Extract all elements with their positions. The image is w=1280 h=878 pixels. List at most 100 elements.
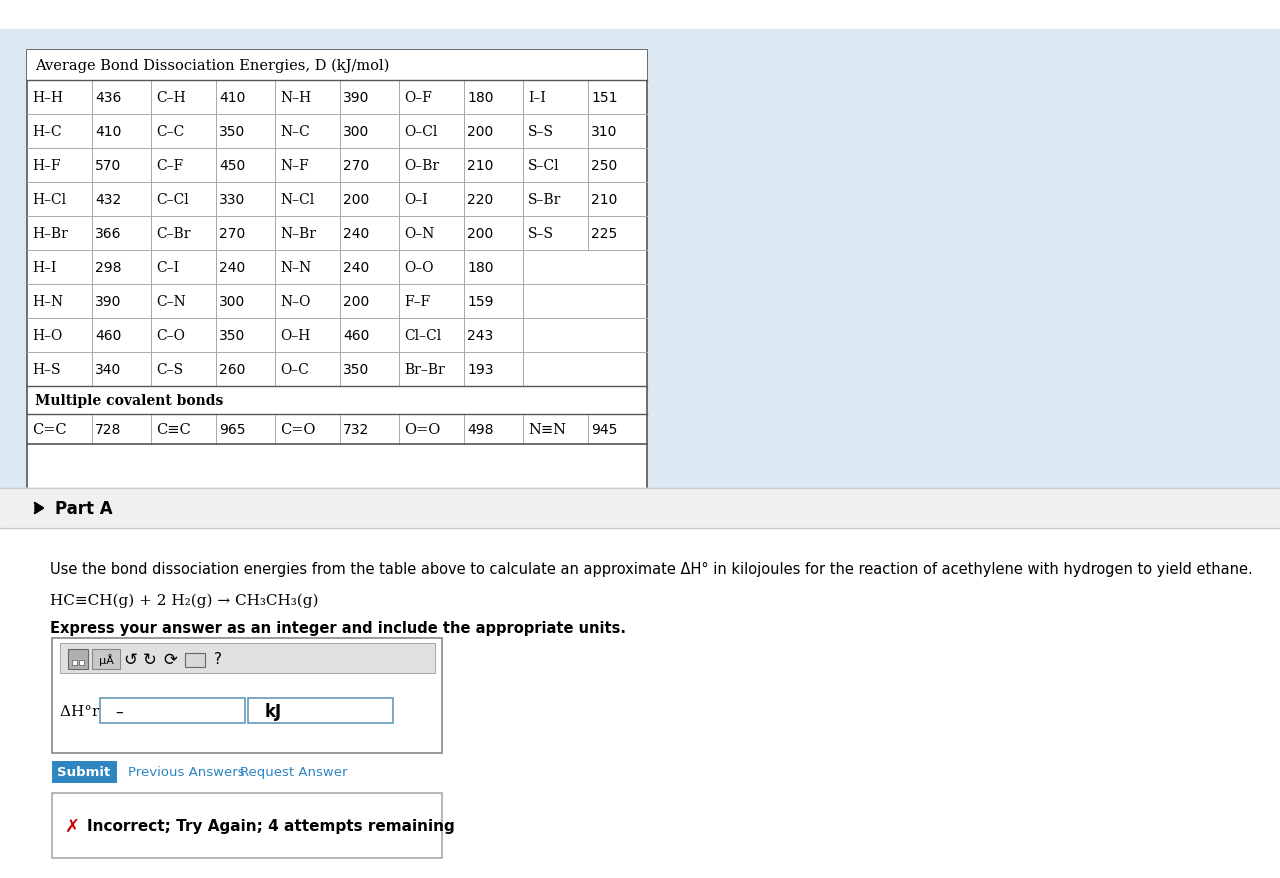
Text: C–S: C–S: [156, 363, 183, 377]
Text: 390: 390: [343, 91, 370, 104]
Text: 243: 243: [467, 328, 493, 342]
Text: C≡C: C≡C: [156, 422, 191, 436]
Text: Submit: Submit: [58, 766, 110, 779]
Text: 330: 330: [219, 193, 246, 206]
Text: ↺: ↺: [123, 651, 137, 668]
Bar: [52, 793, 442, 858]
Text: 240: 240: [343, 261, 369, 275]
Text: 350: 350: [343, 363, 369, 377]
Text: Average Bond Dissociation Energies, D (kJ/mol): Average Bond Dissociation Energies, D (k…: [35, 59, 389, 73]
Text: ?: ?: [214, 651, 221, 666]
Text: C–Br: C–Br: [156, 227, 191, 241]
Text: 460: 460: [343, 328, 370, 342]
Text: C–N: C–N: [156, 295, 186, 309]
Text: C–O: C–O: [156, 328, 184, 342]
Text: 200: 200: [343, 193, 369, 206]
Text: 270: 270: [219, 227, 246, 241]
Text: 180: 180: [467, 261, 494, 275]
Text: 410: 410: [219, 91, 246, 104]
Text: 945: 945: [591, 422, 617, 436]
Text: H–S: H–S: [32, 363, 60, 377]
Bar: [60, 644, 435, 673]
Text: 390: 390: [95, 295, 122, 309]
Text: 300: 300: [219, 295, 246, 309]
Bar: [0, 488, 1280, 529]
Text: 210: 210: [467, 159, 493, 173]
Text: H–Cl: H–Cl: [32, 193, 67, 206]
Text: I–I: I–I: [529, 91, 545, 104]
Text: N–O: N–O: [280, 295, 310, 309]
Text: O–Cl: O–Cl: [404, 125, 438, 139]
Text: H–Br: H–Br: [32, 227, 68, 241]
Text: 350: 350: [219, 125, 246, 139]
Text: 260: 260: [219, 363, 246, 377]
Text: H–O: H–O: [32, 328, 63, 342]
Text: 200: 200: [343, 295, 369, 309]
Text: C–I: C–I: [156, 261, 179, 275]
Text: H–H: H–H: [32, 91, 63, 104]
Text: 270: 270: [343, 159, 369, 173]
Text: Incorrect; Try Again; 4 attempts remaining: Incorrect; Try Again; 4 attempts remaini…: [87, 818, 454, 833]
Text: –: –: [115, 703, 123, 719]
Text: S–Br: S–Br: [529, 193, 562, 206]
Text: 225: 225: [591, 227, 617, 241]
Text: 728: 728: [95, 422, 122, 436]
Text: N≡N: N≡N: [529, 422, 566, 436]
Text: C=O: C=O: [280, 422, 315, 436]
Text: H–F: H–F: [32, 159, 60, 173]
Text: 460: 460: [95, 328, 122, 342]
Text: N–C: N–C: [280, 125, 310, 139]
Text: Use the bond dissociation energies from the table above to calculate an approxim: Use the bond dissociation energies from …: [50, 561, 1253, 576]
Text: O–Br: O–Br: [404, 159, 439, 173]
Text: 300: 300: [343, 125, 369, 139]
Text: O–N: O–N: [404, 227, 434, 241]
Text: 180: 180: [467, 91, 494, 104]
Text: O–O: O–O: [404, 261, 434, 275]
Text: H–I: H–I: [32, 261, 56, 275]
Bar: [52, 638, 442, 753]
Bar: [27, 51, 646, 81]
Bar: [72, 660, 77, 666]
Text: O–C: O–C: [280, 363, 308, 377]
Text: 240: 240: [343, 227, 369, 241]
Text: C–Cl: C–Cl: [156, 193, 188, 206]
Text: N–N: N–N: [280, 261, 311, 275]
Text: S–Cl: S–Cl: [529, 159, 559, 173]
Text: 220: 220: [467, 193, 493, 206]
Bar: [0, 0, 1280, 30]
Text: C–H: C–H: [156, 91, 186, 104]
Text: Previous Answers: Previous Answers: [128, 766, 244, 779]
Text: 436: 436: [95, 91, 122, 104]
Text: ↻: ↻: [143, 651, 157, 668]
Text: ⟳: ⟳: [163, 651, 177, 668]
Bar: [0, 488, 1280, 878]
Text: 432: 432: [95, 193, 122, 206]
Bar: [0, 30, 1280, 488]
Text: ΔH°r =: ΔH°r =: [60, 704, 116, 718]
Bar: [92, 649, 120, 669]
Text: C–C: C–C: [156, 125, 184, 139]
Text: H–C: H–C: [32, 125, 61, 139]
Text: O–H: O–H: [280, 328, 310, 342]
Text: 298: 298: [95, 261, 122, 275]
Text: Br–Br: Br–Br: [404, 363, 444, 377]
Text: O–I: O–I: [404, 193, 428, 206]
Bar: [248, 698, 393, 723]
Text: Express your answer as an integer and include the appropriate units.: Express your answer as an integer and in…: [50, 621, 626, 636]
Text: 965: 965: [219, 422, 246, 436]
Text: Request Answer: Request Answer: [241, 766, 347, 779]
Text: 151: 151: [591, 91, 617, 104]
Text: Cl–Cl: Cl–Cl: [404, 328, 442, 342]
Text: 366: 366: [95, 227, 122, 241]
Text: N–H: N–H: [280, 91, 311, 104]
Text: ✗: ✗: [65, 817, 81, 835]
Text: 200: 200: [467, 227, 493, 241]
Bar: [79, 660, 84, 666]
Text: N–F: N–F: [280, 159, 308, 173]
Text: 498: 498: [467, 422, 494, 436]
Bar: [27, 51, 646, 491]
Text: O–F: O–F: [404, 91, 431, 104]
Text: 250: 250: [591, 159, 617, 173]
Text: HC≡CH(g) + 2 H₂(g) → CH₃CH₃(g): HC≡CH(g) + 2 H₂(g) → CH₃CH₃(g): [50, 594, 319, 608]
Text: 210: 210: [591, 193, 617, 206]
